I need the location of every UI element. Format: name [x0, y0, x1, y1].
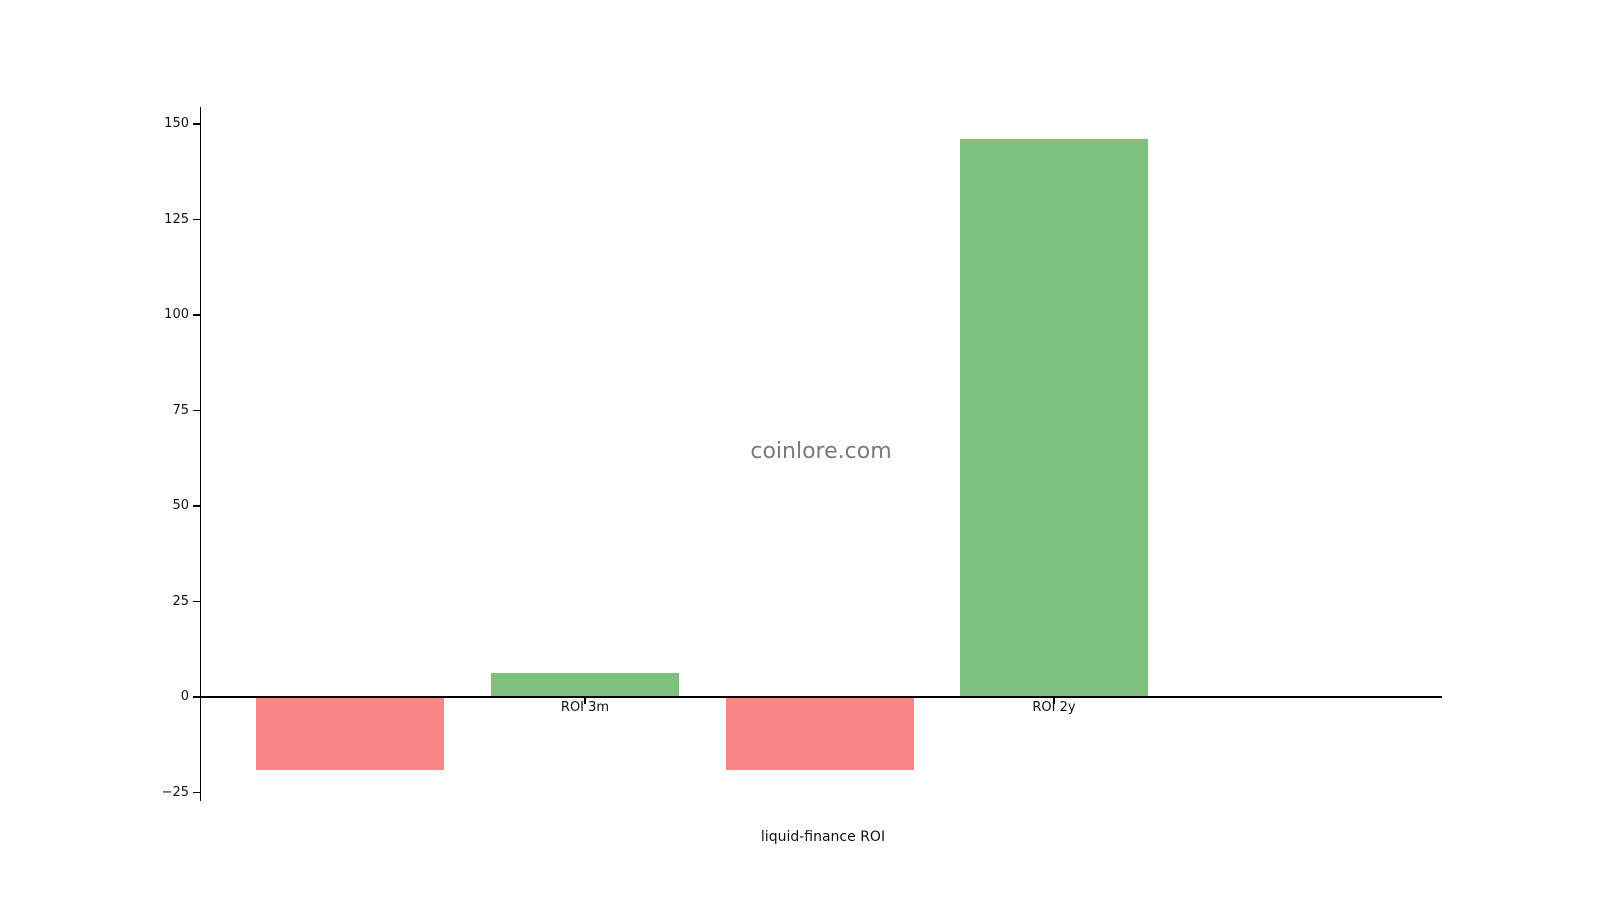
x-axis-zero-line: [199, 696, 1442, 698]
y-tick-label: 50: [172, 498, 189, 513]
y-tick-label: −25: [161, 784, 189, 800]
bar-roi-2y: [960, 138, 1148, 697]
x-tick-label-roi-3m: ROI 3m: [560, 700, 610, 715]
x-tick-mark: [584, 697, 586, 704]
y-tick-mark: [192, 505, 200, 507]
x-tick-mark: [1053, 697, 1055, 704]
chart-title: liquid-finance ROI: [760, 829, 886, 845]
y-tick-mark: [192, 314, 200, 316]
y-tick-mark: [192, 409, 200, 412]
y-tick-mark: [192, 123, 200, 125]
y-tick-mark: [192, 600, 200, 603]
y-tick-label: 75: [172, 402, 189, 418]
bar-roi-3m: [491, 673, 679, 697]
bar-unlabeled-3: [726, 697, 914, 771]
x-tick-label-roi-2y: ROI 2y: [1032, 700, 1076, 715]
y-tick-label: 125: [164, 211, 189, 227]
y-axis-spine: [199, 107, 201, 801]
y-tick-label: 0: [180, 689, 189, 704]
y-tick-mark: [192, 218, 200, 221]
y-tick-label: 150: [164, 116, 189, 131]
watermark: coinlore.com: [750, 439, 892, 464]
y-tick-mark: [192, 791, 200, 794]
y-tick-label: 25: [172, 593, 189, 609]
y-tick-label: 100: [164, 307, 189, 322]
bar-unlabeled-1: [256, 697, 444, 770]
y-tick-mark: [192, 696, 200, 698]
